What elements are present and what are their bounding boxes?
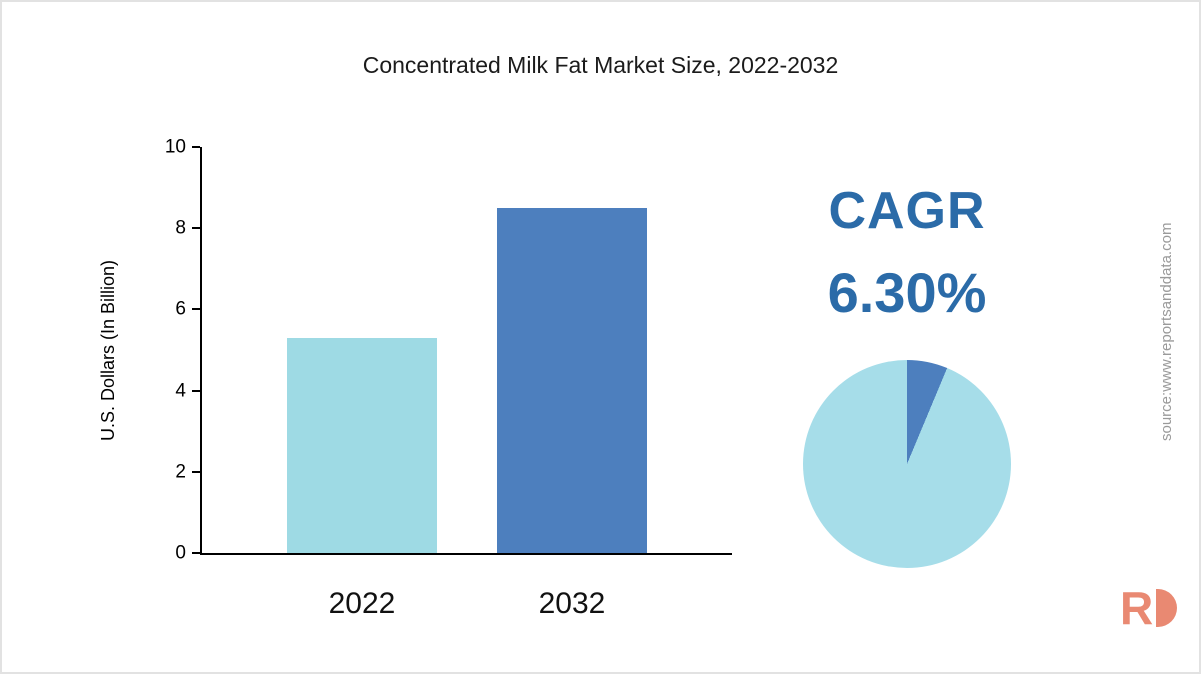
y-tick-label: 0 [175, 542, 186, 564]
logo-d-shape-icon [1156, 589, 1178, 627]
y-tick-label: 2 [175, 461, 186, 483]
y-tick-mark [192, 470, 200, 473]
y-tick-mark [192, 552, 200, 554]
bar-2032 [497, 207, 647, 553]
cagr-value: 6.30% [827, 261, 987, 324]
cagr-pie-chart [803, 360, 1011, 568]
bar-chart-plot: 0 2 4 6 8 10 [165, 138, 732, 563]
y-axis-label: U.S. Dollars (In Billion) [98, 259, 118, 441]
x-tick-label-2022: 2022 [328, 587, 396, 620]
cagr-label: CAGR [828, 182, 986, 240]
y-tick-mark [192, 389, 200, 392]
chart-title: Concentrated Milk Fat Market Size, 2022-… [362, 52, 839, 78]
y-axis-line [200, 147, 202, 553]
logo-letter-r: R [1120, 582, 1154, 634]
y-tick-label: 4 [175, 380, 186, 402]
y-tick-mark [192, 227, 200, 230]
y-tick-mark [192, 308, 200, 311]
reportsanddata-logo: R [1120, 582, 1178, 634]
y-tick-mark [192, 146, 200, 148]
y-tick-label: 10 [164, 136, 186, 158]
y-tick-label: 6 [175, 298, 186, 320]
source-attribution: source:www.reportsanddata.com [1158, 222, 1175, 442]
bar-2022 [287, 337, 437, 553]
x-axis-line [200, 553, 732, 555]
x-tick-label-2032: 2032 [538, 587, 606, 620]
y-tick-label: 8 [175, 217, 186, 239]
